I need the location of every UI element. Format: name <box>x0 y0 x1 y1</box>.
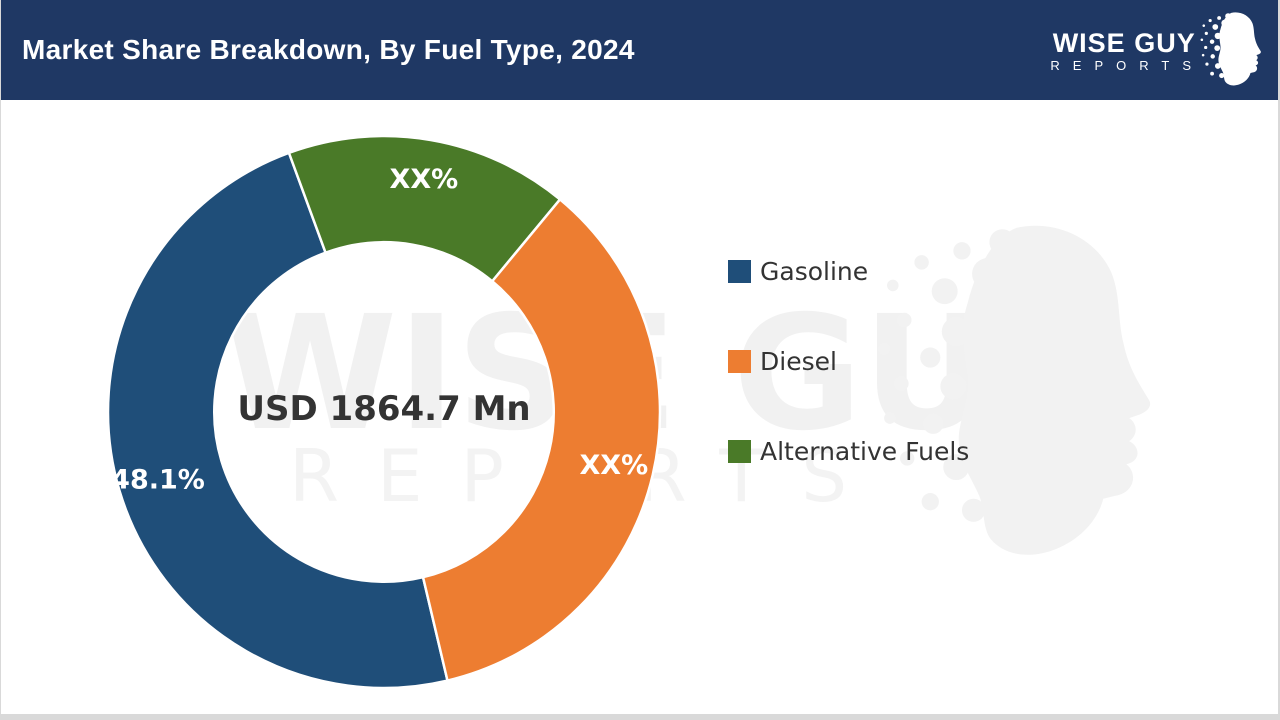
bottom-border-strip <box>1 714 1278 720</box>
slice-label-diesel: XX% <box>579 450 648 481</box>
legend-label: Gasoline <box>760 256 869 286</box>
logo-text: WISE GUY REPORTS <box>1044 28 1204 73</box>
slice-label-gasoline: 48.1% <box>111 464 205 495</box>
chart-legend: Gasoline Diesel Alternative Fuels <box>728 256 970 528</box>
legend-item-gasoline: Gasoline <box>728 256 969 286</box>
legend-label: Diesel <box>760 346 837 376</box>
header-bar: Market Share Breakdown, By Fuel Type, 20… <box>1 0 1278 100</box>
logo-subtitle: REPORTS <box>1050 57 1204 73</box>
alternative-fuels-color-swatch <box>728 439 751 463</box>
donut-chart: 48.1% XX% XX% <box>106 134 662 690</box>
slice-diesel <box>421 198 662 682</box>
page-title: Market Share Breakdown, By Fuel Type, 20… <box>22 34 635 65</box>
face-profile-icon <box>1200 12 1261 86</box>
legend-item-alternative-fuels: Alternative Fuels <box>728 436 970 466</box>
legend-label: Alternative Fuels <box>760 436 970 466</box>
slice-label-alternative-fuels: XX% <box>390 164 459 195</box>
gasoline-color-swatch <box>728 259 751 283</box>
wise-guy-reports-logo: WISE GUY REPORTS <box>1044 11 1262 89</box>
legend-item-diesel: Diesel <box>728 346 969 376</box>
logo-wordmark: WISE GUY <box>1052 27 1196 58</box>
diesel-color-swatch <box>728 349 751 373</box>
donut-center-value: USD 1864.7 Mn <box>237 389 531 429</box>
slice-gasoline <box>106 151 449 690</box>
